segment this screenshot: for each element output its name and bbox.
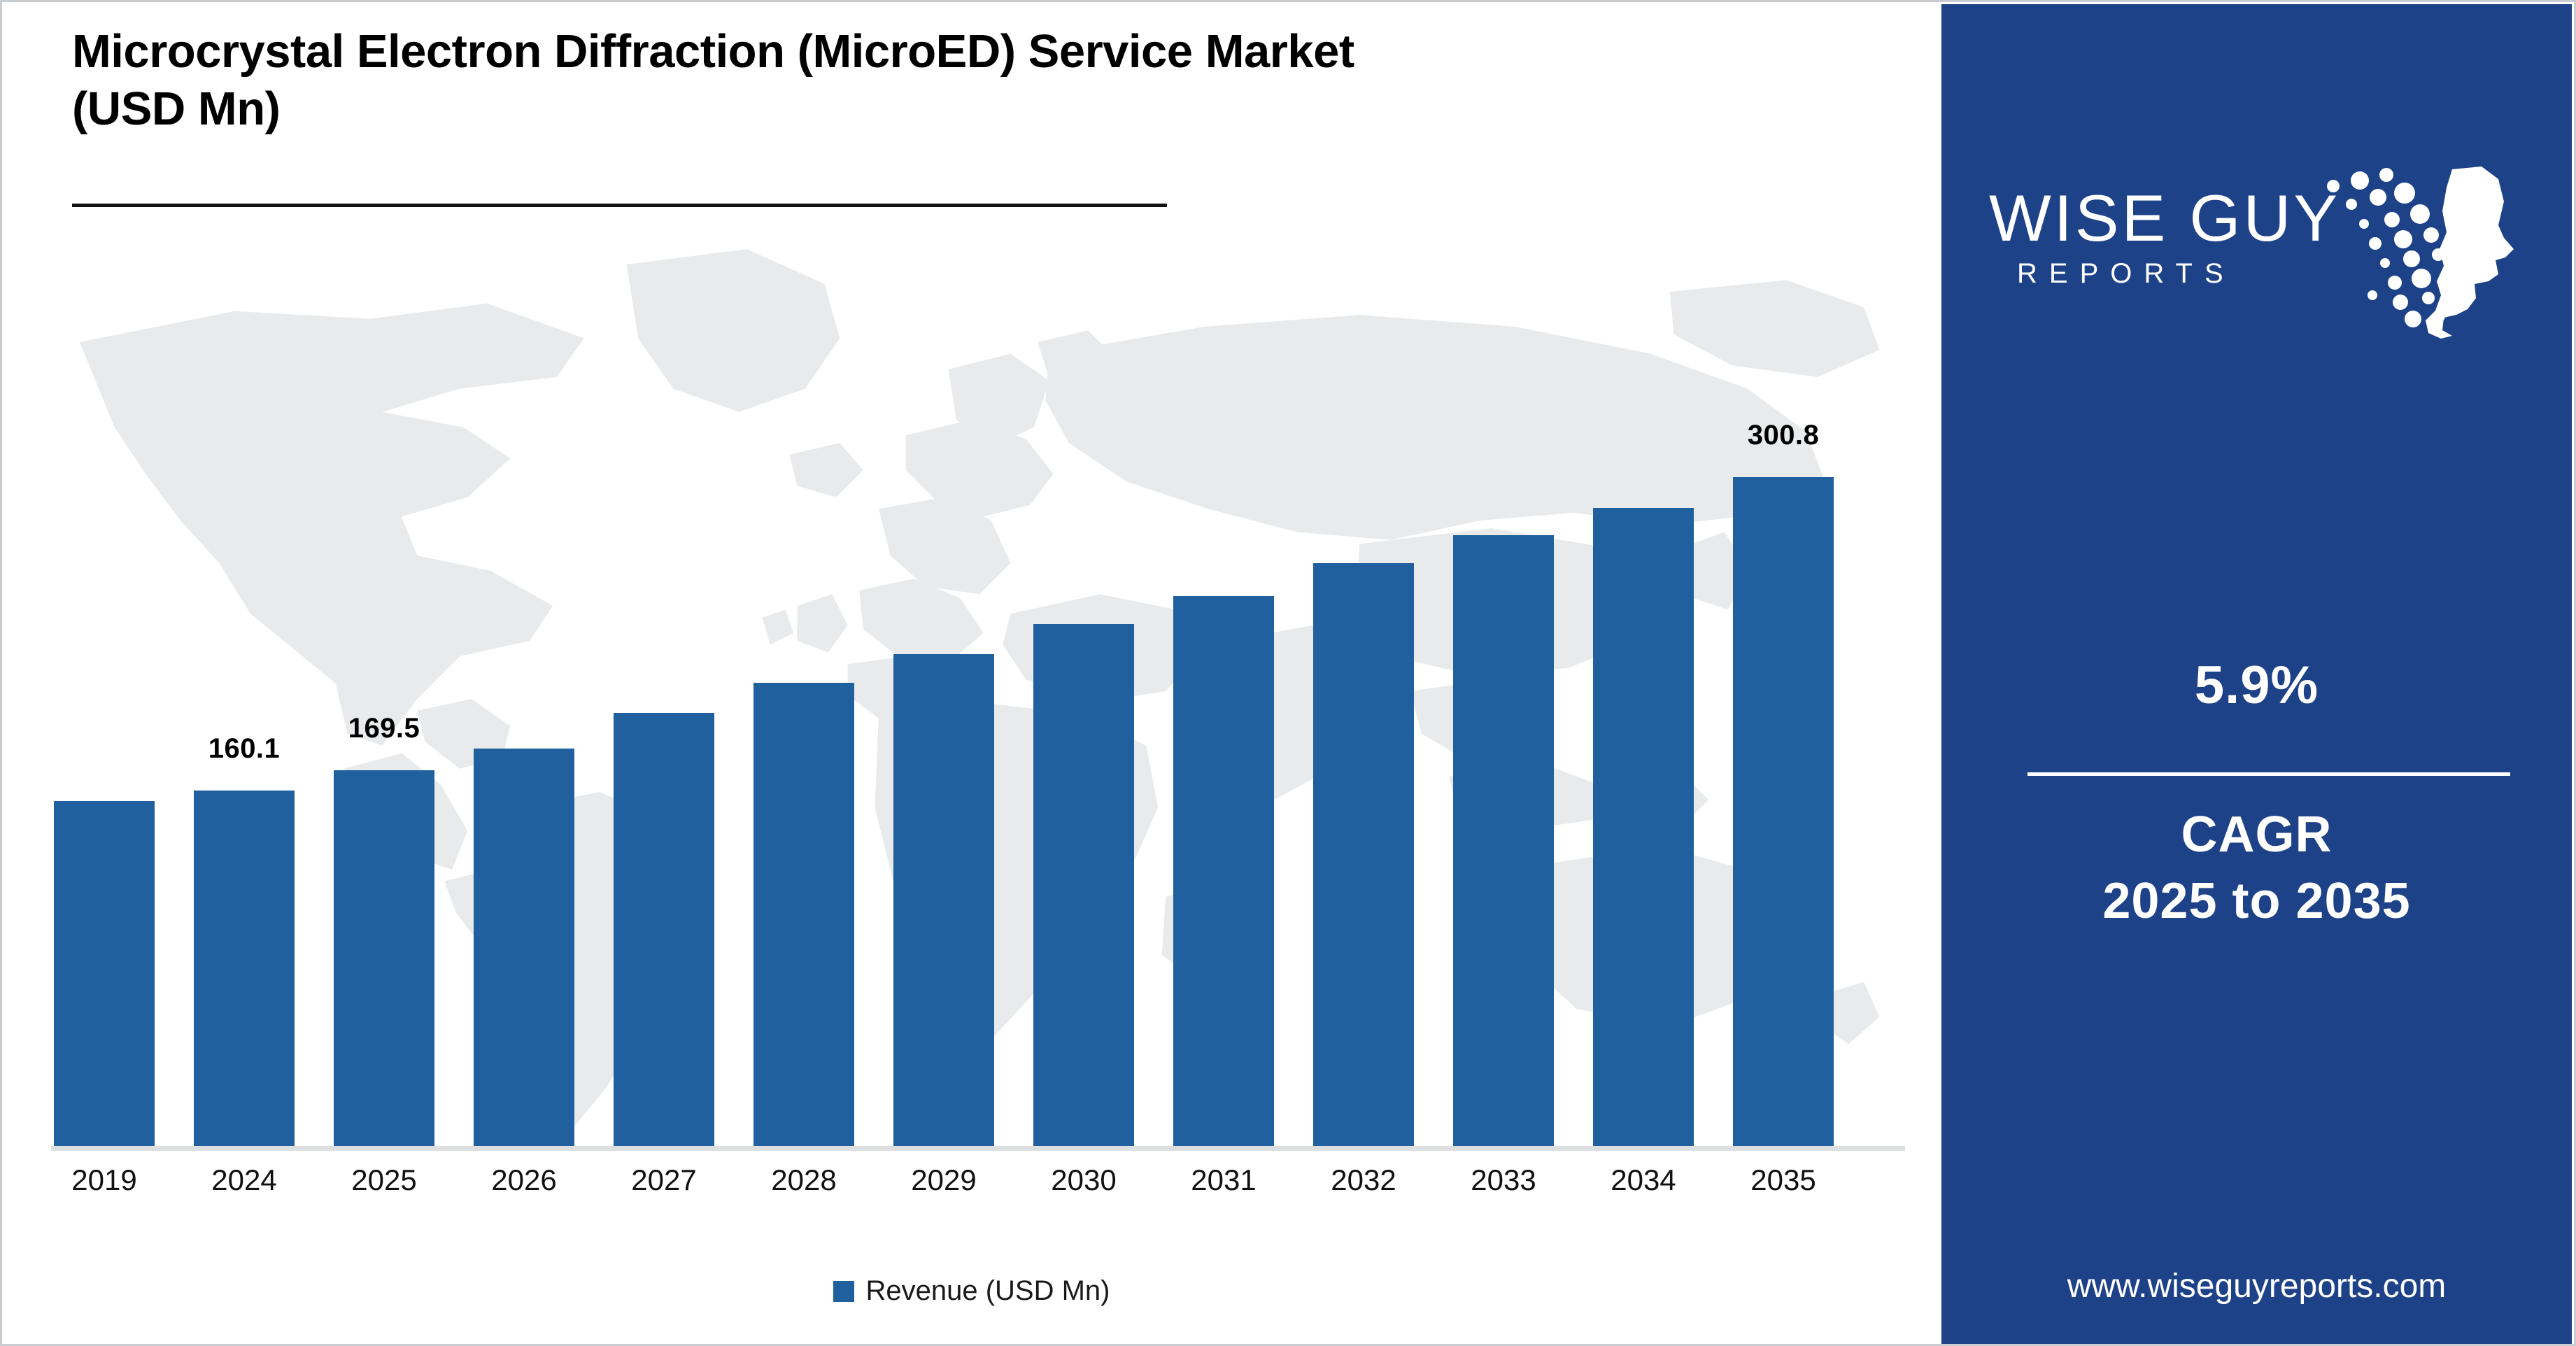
x-tick-2035: 2035	[1750, 1163, 1816, 1196]
website-url-link[interactable]: www.wiseguyreports.com	[2067, 1268, 2447, 1305]
bar-2034[interactable]	[1593, 508, 1694, 1146]
x-tick-2028: 2028	[771, 1163, 837, 1196]
cagr-caption-line1: CAGR	[2181, 807, 2333, 863]
x-tick-2029: 2029	[911, 1163, 977, 1196]
bar-2024[interactable]	[194, 791, 295, 1146]
bar-2027[interactable]	[614, 713, 714, 1146]
title-underline-divider	[72, 204, 1167, 207]
bar-2035[interactable]	[1733, 477, 1834, 1146]
cagr-divider	[2027, 772, 2510, 776]
bar-2032[interactable]	[1313, 563, 1414, 1146]
x-tick-2032: 2032	[1331, 1163, 1396, 1196]
x-tick-2024: 2024	[211, 1163, 277, 1196]
svg-text:WISE GUY: WISE GUY	[1989, 181, 2340, 255]
bar-2029[interactable]	[893, 654, 994, 1146]
x-axis-labels: 2019 2024 2025 2026 2027 2028 2029 2030 …	[44, 1163, 1905, 1212]
x-tick-2027: 2027	[631, 1163, 697, 1196]
chart-legend: Revenue (USD Mn)	[2, 1275, 1941, 1307]
cagr-caption: CAGR 2025 to 2035	[1941, 802, 2572, 935]
x-axis-baseline	[51, 1146, 1905, 1151]
title-block: Microcrystal Electron Diffraction (Micro…	[72, 23, 1681, 137]
page-title: Microcrystal Electron Diffraction (Micro…	[72, 25, 1354, 135]
bar-2033[interactable]	[1453, 535, 1554, 1146]
x-tick-2034: 2034	[1611, 1163, 1676, 1196]
bar-2025[interactable]	[334, 770, 434, 1146]
x-tick-2025: 2025	[351, 1163, 417, 1196]
svg-text:REPORTS: REPORTS	[2017, 258, 2235, 289]
bar-value-label: 300.8	[1747, 420, 1820, 451]
x-tick-2031: 2031	[1191, 1163, 1257, 1196]
bar-2028[interactable]	[753, 683, 854, 1146]
x-tick-2026: 2026	[491, 1163, 557, 1196]
bar-2031[interactable]	[1173, 596, 1274, 1146]
cagr-value: 5.9%	[2194, 656, 2319, 715]
bar-2030[interactable]	[1033, 624, 1134, 1146]
legend-swatch-icon	[833, 1280, 855, 1302]
cagr-caption-line2: 2025 to 2035	[2102, 873, 2411, 930]
brand-sidebar: WISE GUY REPORTS	[1941, 4, 2572, 1344]
legend-label: Revenue (USD Mn)	[865, 1275, 1110, 1306]
bar-value-label: 160.1	[208, 733, 281, 764]
plot-area: 160.1 169.5	[44, 233, 1905, 1151]
bar-2019[interactable]	[54, 801, 155, 1146]
bar-2026[interactable]	[474, 749, 574, 1146]
bar-value-label: 169.5	[348, 713, 420, 744]
x-tick-2033: 2033	[1471, 1163, 1536, 1196]
x-tick-2019: 2019	[71, 1163, 137, 1196]
wiseguy-reports-logo[interactable]: WISE GUY REPORTS	[1941, 165, 2572, 340]
chart-panel: Microcrystal Electron Diffraction (Micro…	[2, 2, 1941, 1344]
x-tick-2030: 2030	[1051, 1163, 1117, 1196]
